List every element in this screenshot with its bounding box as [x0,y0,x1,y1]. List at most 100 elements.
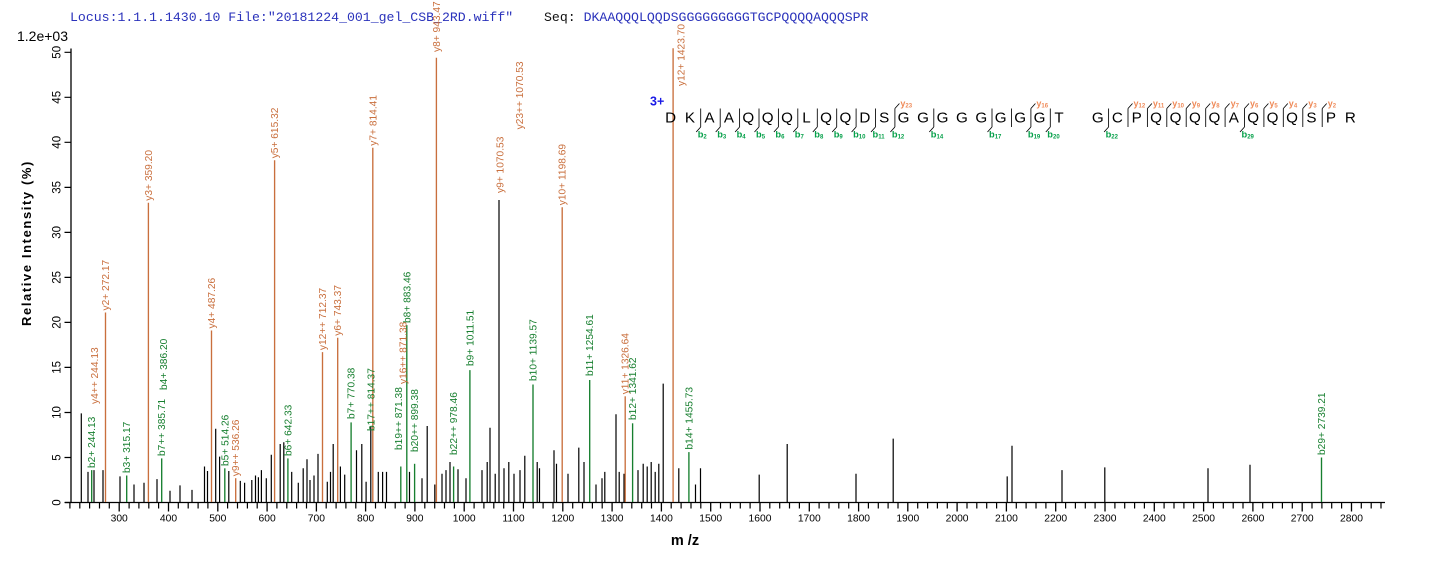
svg-text:y23++ 1070.53: y23++ 1070.53 [515,61,526,129]
svg-text:y23: y23 [900,99,912,110]
svg-text:Q: Q [820,110,832,127]
svg-text:b19++ 871.38: b19++ 871.38 [394,387,405,450]
svg-text:y10+ 1198.69: y10+ 1198.69 [558,144,569,206]
svg-text:1200: 1200 [551,514,574,525]
svg-text:1.2e+03: 1.2e+03 [17,28,68,44]
svg-text:b17++ 814.37: b17++ 814.37 [367,368,378,431]
svg-text:Q: Q [1150,110,1162,127]
svg-text:500: 500 [209,514,226,525]
svg-text:b7: b7 [795,130,805,141]
svg-text:y8+ 943.47: y8+ 943.47 [432,1,443,52]
svg-text:b3+ 315.17: b3+ 315.17 [122,421,133,473]
svg-text:b17: b17 [989,130,1002,141]
svg-text:A: A [1229,110,1240,127]
svg-text:G: G [1092,110,1104,127]
svg-text:y7: y7 [1231,99,1240,110]
svg-text:y16++ 871.38: y16++ 871.38 [399,321,410,384]
svg-text:G: G [975,110,987,127]
svg-text:0: 0 [52,499,64,505]
svg-text:1800: 1800 [847,514,870,525]
svg-text:S: S [1306,110,1316,127]
svg-text:2000: 2000 [946,514,969,525]
svg-text:y4: y4 [1289,99,1298,110]
svg-text:1100: 1100 [502,514,524,525]
svg-text:15: 15 [52,361,64,374]
svg-text:2500: 2500 [1192,514,1215,525]
svg-text:G: G [898,110,910,127]
svg-text:2800: 2800 [1340,514,1363,525]
svg-text:20: 20 [52,316,64,329]
svg-text:b3: b3 [717,130,727,141]
svg-text:Relative Intensity (%): Relative Intensity (%) [19,160,34,326]
svg-text:2400: 2400 [1143,514,1166,525]
svg-text:25: 25 [52,271,64,284]
svg-text:y10: y10 [1172,99,1184,110]
svg-text:Q: Q [742,110,754,127]
svg-text:b7++ 385.71: b7++ 385.71 [157,398,168,456]
svg-text:A: A [704,110,715,127]
svg-text:G: G [917,110,929,127]
svg-text:D: D [665,110,676,127]
svg-text:b8: b8 [814,130,824,141]
svg-text:40: 40 [52,136,64,149]
svg-text:y12: y12 [1134,99,1146,110]
svg-text:b29+ 2739.21: b29+ 2739.21 [1317,392,1328,455]
svg-text:1500: 1500 [699,514,722,525]
svg-text:1600: 1600 [749,514,772,525]
svg-text:y8: y8 [1211,99,1220,110]
svg-text:R: R [1345,110,1356,127]
svg-text:b11+ 1254.61: b11+ 1254.61 [585,314,596,376]
svg-text:y9: y9 [1192,99,1201,110]
svg-text:Q: Q [839,110,851,127]
svg-text:y5: y5 [1269,99,1278,110]
svg-text:y2+ 272.17: y2+ 272.17 [101,259,112,310]
svg-text:y11: y11 [1153,99,1165,110]
svg-text:b22: b22 [1106,130,1119,141]
svg-text:b12+ 1341.62: b12+ 1341.62 [628,357,639,420]
svg-text:G: G [1014,110,1026,127]
svg-text:Locus:1.1.1.1430.10 File:"2018: Locus:1.1.1.1430.10 File:"20181224_001_g… [70,10,513,25]
svg-text:y6: y6 [1250,99,1259,110]
svg-text:b11: b11 [873,130,886,141]
svg-text:P: P [1132,110,1142,127]
svg-text:P: P [1326,110,1336,127]
svg-text:b4+ 386.20: b4+ 386.20 [159,338,170,390]
svg-text:900: 900 [406,514,423,525]
svg-text:b10+ 1139.57: b10+ 1139.57 [529,319,540,381]
svg-text:b14: b14 [931,130,944,141]
svg-text:K: K [685,110,695,127]
svg-text:1700: 1700 [798,514,821,525]
svg-text:b20++ 899.38: b20++ 899.38 [410,389,421,452]
svg-text:b20: b20 [1047,130,1060,141]
svg-text:b2+ 244.13: b2+ 244.13 [87,416,98,468]
svg-text:3+: 3+ [650,95,664,109]
svg-text:b7+ 770.38: b7+ 770.38 [347,367,358,419]
svg-text:G: G [1034,110,1046,127]
svg-text:b4: b4 [737,130,747,141]
svg-text:700: 700 [308,514,325,525]
svg-text:b12: b12 [892,130,905,141]
svg-text:2600: 2600 [1241,514,1264,525]
svg-text:b6: b6 [775,130,785,141]
svg-text:Seq: DKAAQQQLQQDSGGGGGGGGGTGCP: Seq: DKAAQQQLQQDSGGGGGGGGGTGCPQQQQAQQQSP… [544,10,869,25]
svg-text:b6+ 642.33: b6+ 642.33 [283,404,294,456]
svg-text:G: G [937,110,949,127]
svg-text:b5+ 514.26: b5+ 514.26 [220,414,231,466]
svg-text:y12+ 1423.70: y12+ 1423.70 [677,24,688,86]
svg-text:y12++ 712.37: y12++ 712.37 [318,287,329,350]
svg-text:Q: Q [1247,110,1259,127]
svg-text:b9+ 1011.51: b9+ 1011.51 [465,309,476,366]
svg-text:y3: y3 [1308,99,1317,110]
svg-text:50: 50 [52,46,64,59]
svg-text:m /z: m /z [671,533,699,549]
svg-text:b9: b9 [834,130,844,141]
svg-text:G: G [995,110,1007,127]
svg-text:y5+ 615.32: y5+ 615.32 [270,107,281,158]
svg-text:b5: b5 [756,130,766,141]
svg-text:y11+ 1326.64: y11+ 1326.64 [621,333,632,395]
svg-text:45: 45 [52,91,64,104]
svg-text:y9++ 536.26: y9++ 536.26 [231,419,242,476]
svg-text:Q: Q [1170,110,1182,127]
svg-text:b8+ 883.46: b8+ 883.46 [402,271,413,323]
svg-text:b29: b29 [1242,130,1255,141]
